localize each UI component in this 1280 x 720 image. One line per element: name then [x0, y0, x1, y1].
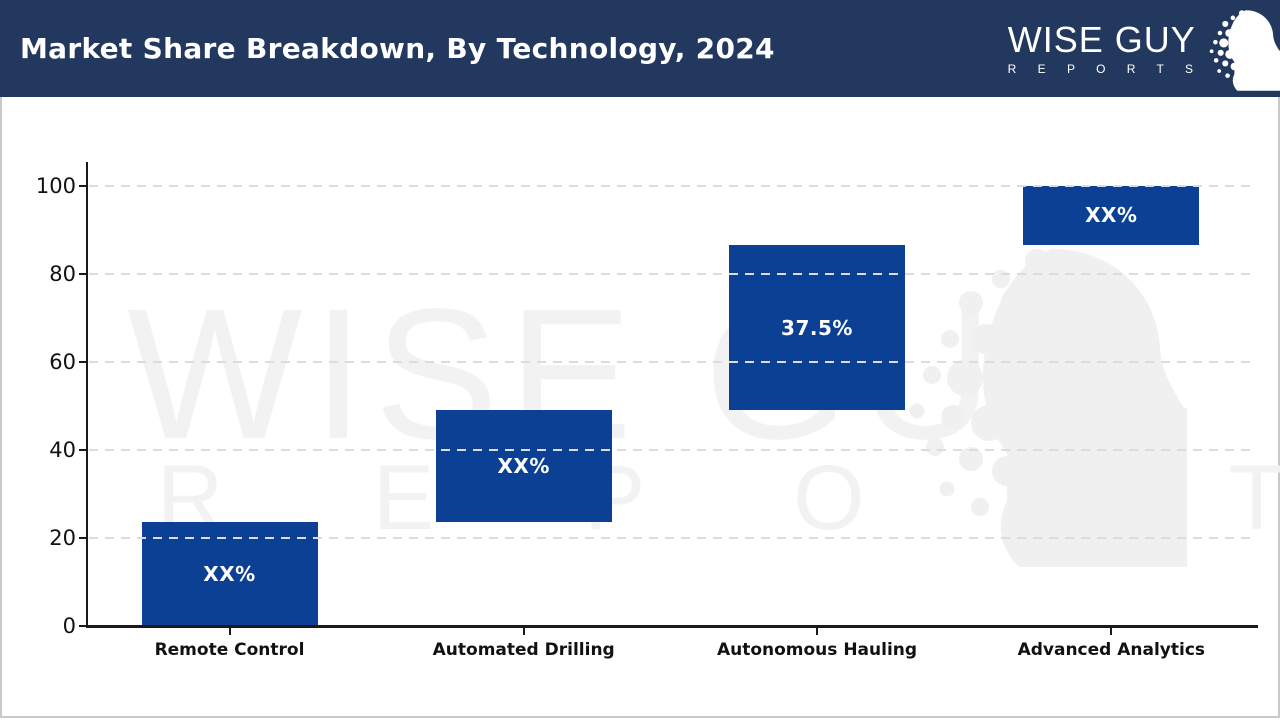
head-profile-icon — [1209, 9, 1280, 91]
y-tick-label-60: 60 — [49, 349, 76, 374]
x-tick-2 — [522, 626, 525, 635]
y-tick-20 — [79, 536, 88, 539]
wiseguy-logo: WISE GUY R E P O R T S — [1002, 0, 1280, 97]
gridline-20 — [89, 536, 1256, 539]
x-category-label-autonomous-hauling: Autonomous Hauling — [716, 640, 918, 660]
x-tick-3 — [816, 626, 818, 635]
x-tick-4 — [1110, 626, 1113, 635]
gridline-60 — [89, 360, 1256, 363]
y-tick-label-40: 40 — [49, 437, 76, 462]
y-tick-label-80: 80 — [49, 261, 76, 286]
bar-value-label: XX% — [203, 562, 256, 587]
y-tick-label-0: 0 — [62, 614, 76, 638]
x-category-label-remote-control: Remote Control — [154, 640, 305, 660]
logo-brand-text: WISE GUY — [1007, 18, 1196, 60]
x-category-label-automated-drilling: Automated Drilling — [432, 640, 615, 660]
y-tick-100 — [79, 184, 88, 187]
gridline-100 — [89, 184, 1256, 187]
bar-remote-control: XX% — [141, 522, 318, 626]
bar-value-label: 37.5% — [781, 315, 853, 340]
x-tick-1 — [228, 626, 231, 635]
header-bar: Market Share Breakdown, By Technology, 2… — [0, 0, 1280, 97]
gridline-80 — [89, 272, 1256, 275]
y-tick-label-20: 20 — [49, 525, 76, 550]
logo-text: WISE GUY R E P O R T S — [1002, 18, 1202, 76]
bar-advanced-analytics: XX% — [1023, 185, 1200, 245]
logo-sub-text: R E P O R T S — [1007, 61, 1202, 76]
bar-automated-drilling: XX% — [435, 410, 612, 523]
y-tick-80 — [79, 272, 88, 275]
y-axis-spine — [86, 162, 88, 628]
y-tick-60 — [79, 360, 88, 363]
bar-value-label: XX% — [1085, 203, 1138, 228]
x-axis-spine — [86, 625, 1258, 628]
chart-title: Market Share Breakdown, By Technology, 2… — [20, 32, 775, 65]
bar-autonomous-hauling: 37.5% — [729, 244, 905, 411]
gridline-40 — [89, 448, 1256, 451]
bar-value-label: XX% — [497, 454, 550, 479]
y-tick-label-100: 100 — [35, 173, 76, 198]
x-category-label-advanced-analytics: Advanced Analytics — [1017, 640, 1206, 660]
watermark-head-icon — [909, 249, 1187, 567]
y-tick-0 — [79, 625, 88, 627]
y-tick-40 — [79, 448, 88, 451]
